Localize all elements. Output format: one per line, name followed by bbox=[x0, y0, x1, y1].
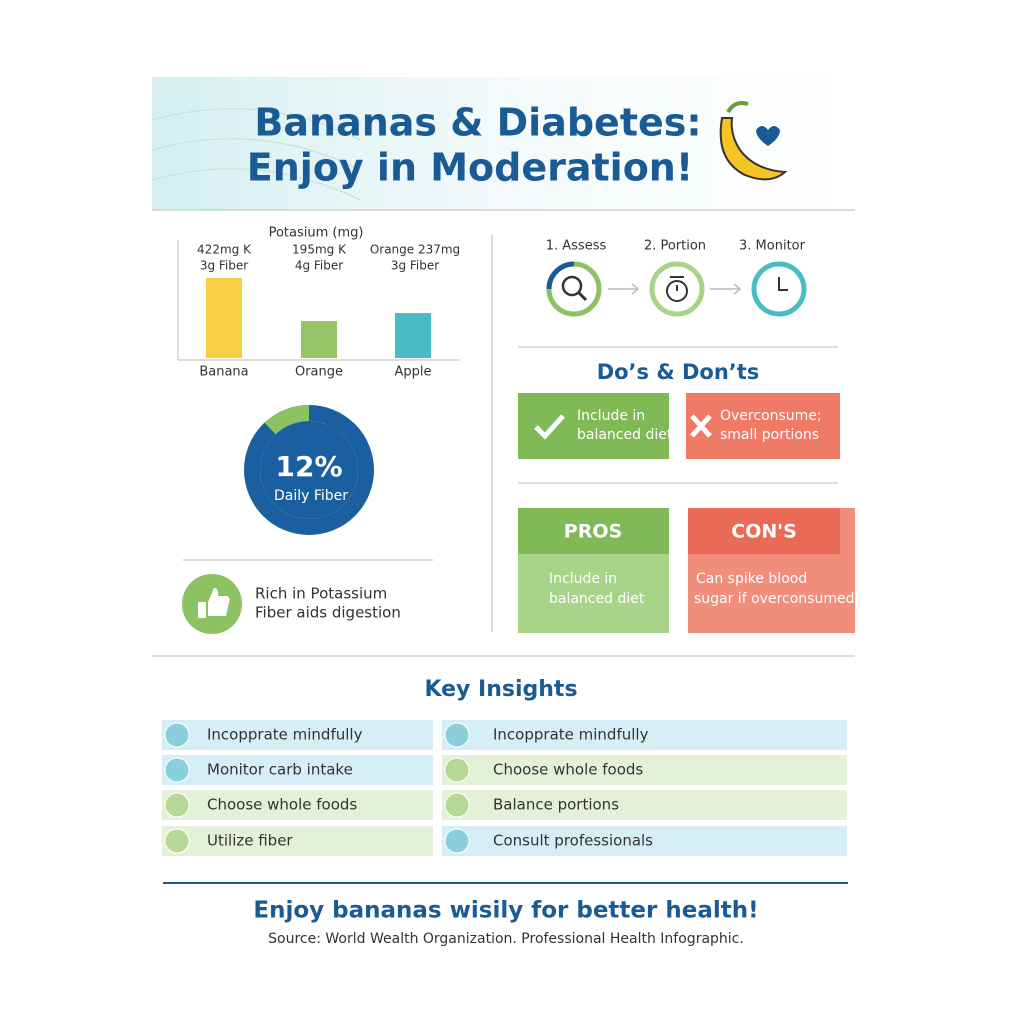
title: Bananas & Diabetes: bbox=[254, 101, 701, 145]
bar bbox=[395, 313, 431, 358]
dont-text: Overconsume; bbox=[720, 408, 822, 424]
do-box bbox=[518, 393, 669, 459]
category-label: Banana bbox=[199, 365, 248, 380]
insight-row bbox=[442, 720, 847, 750]
cons-title: CON'S bbox=[731, 521, 797, 543]
bar-label: 195mg K bbox=[292, 243, 347, 257]
do-text: balanced diet bbox=[577, 427, 673, 443]
section-title: Do’s & Don’ts bbox=[597, 360, 760, 384]
pros-title: PROS bbox=[564, 521, 622, 543]
source: Source: World Wealth Organization. Profe… bbox=[268, 931, 744, 947]
pros-text: Include in bbox=[549, 571, 617, 587]
insight-text: Incopprate mindfully bbox=[207, 726, 363, 744]
category-label: Apple bbox=[394, 365, 431, 380]
pros-header bbox=[518, 508, 669, 554]
chart-title: Potasium (mg) bbox=[269, 226, 364, 241]
insight-row bbox=[162, 720, 433, 750]
step-icons bbox=[546, 261, 807, 317]
bar bbox=[301, 321, 337, 358]
insight-row bbox=[442, 790, 847, 820]
insight-icon bbox=[164, 722, 190, 748]
title: Enjoy in Moderation! bbox=[247, 146, 693, 190]
insight-row bbox=[162, 755, 433, 785]
insight-icon bbox=[444, 792, 470, 818]
header-waves bbox=[151, 108, 361, 201]
insights-list: Incopprate mindfully Monitor carb intake C… bbox=[162, 720, 847, 856]
dont-text: small portions bbox=[720, 427, 819, 443]
insight-text: Consult professionals bbox=[493, 832, 653, 850]
insight-icon bbox=[444, 722, 470, 748]
step-label: 3. Monitor bbox=[739, 239, 806, 254]
insight-row bbox=[442, 755, 847, 785]
insight-text: Incopprate mindfully bbox=[493, 726, 649, 744]
cons-text: Can spike blood bbox=[696, 571, 807, 587]
bar bbox=[206, 278, 242, 358]
section-title: Key Insights bbox=[424, 677, 577, 702]
insight-row bbox=[442, 826, 847, 856]
insight-text: Choose whole foods bbox=[493, 761, 643, 779]
insight-icon bbox=[164, 792, 190, 818]
insight-icon bbox=[444, 828, 470, 854]
do-text: Include in bbox=[577, 408, 645, 424]
donut-arc bbox=[264, 405, 310, 435]
cons-header bbox=[688, 508, 840, 554]
insight-text: Utilize fiber bbox=[207, 832, 293, 850]
tagline: Enjoy bananas wisily for better health! bbox=[253, 898, 758, 924]
check-icon bbox=[534, 414, 565, 440]
insight-icon bbox=[444, 757, 470, 783]
bar-label: Orange 237mg bbox=[370, 243, 460, 257]
step-label: 1. Assess bbox=[546, 239, 607, 254]
thumbs-glyph bbox=[198, 588, 230, 618]
donut-label: Daily Fiber bbox=[274, 488, 348, 504]
insight-text: Monitor carb intake bbox=[207, 761, 353, 779]
insight-row bbox=[162, 790, 433, 820]
insight-text: Choose whole foods bbox=[207, 796, 357, 814]
step-label: 2. Portion bbox=[644, 239, 706, 254]
donut-value: 12% bbox=[275, 450, 342, 483]
fiber-donut: 12% Daily Fiber bbox=[244, 405, 374, 535]
potassium-chart: Potasium (mg) 422mg K 3g Fiber Banana 195mg… bbox=[177, 226, 460, 380]
dont-box bbox=[686, 393, 840, 459]
bar-label: 4g Fiber bbox=[295, 259, 343, 273]
cons-text: sugar if overconsumed bbox=[694, 591, 854, 607]
header-bg bbox=[152, 77, 855, 210]
insight-icon bbox=[164, 757, 190, 783]
category-label: Orange bbox=[295, 365, 343, 380]
bar-label: 422mg K bbox=[197, 243, 252, 257]
benefit: Rich in Potassium bbox=[255, 585, 387, 603]
bar-label: 3g Fiber bbox=[200, 259, 248, 273]
cross-icon bbox=[690, 414, 712, 438]
donut-center bbox=[260, 421, 358, 519]
insight-icon bbox=[164, 828, 190, 854]
bar-label: 3g Fiber bbox=[391, 259, 439, 273]
benefit: Fiber aids digestion bbox=[255, 604, 401, 622]
insight-text: Balance portions bbox=[493, 796, 619, 814]
banana-icon bbox=[719, 101, 788, 181]
insight-row bbox=[162, 826, 433, 856]
pros-text: balanced diet bbox=[549, 591, 645, 607]
